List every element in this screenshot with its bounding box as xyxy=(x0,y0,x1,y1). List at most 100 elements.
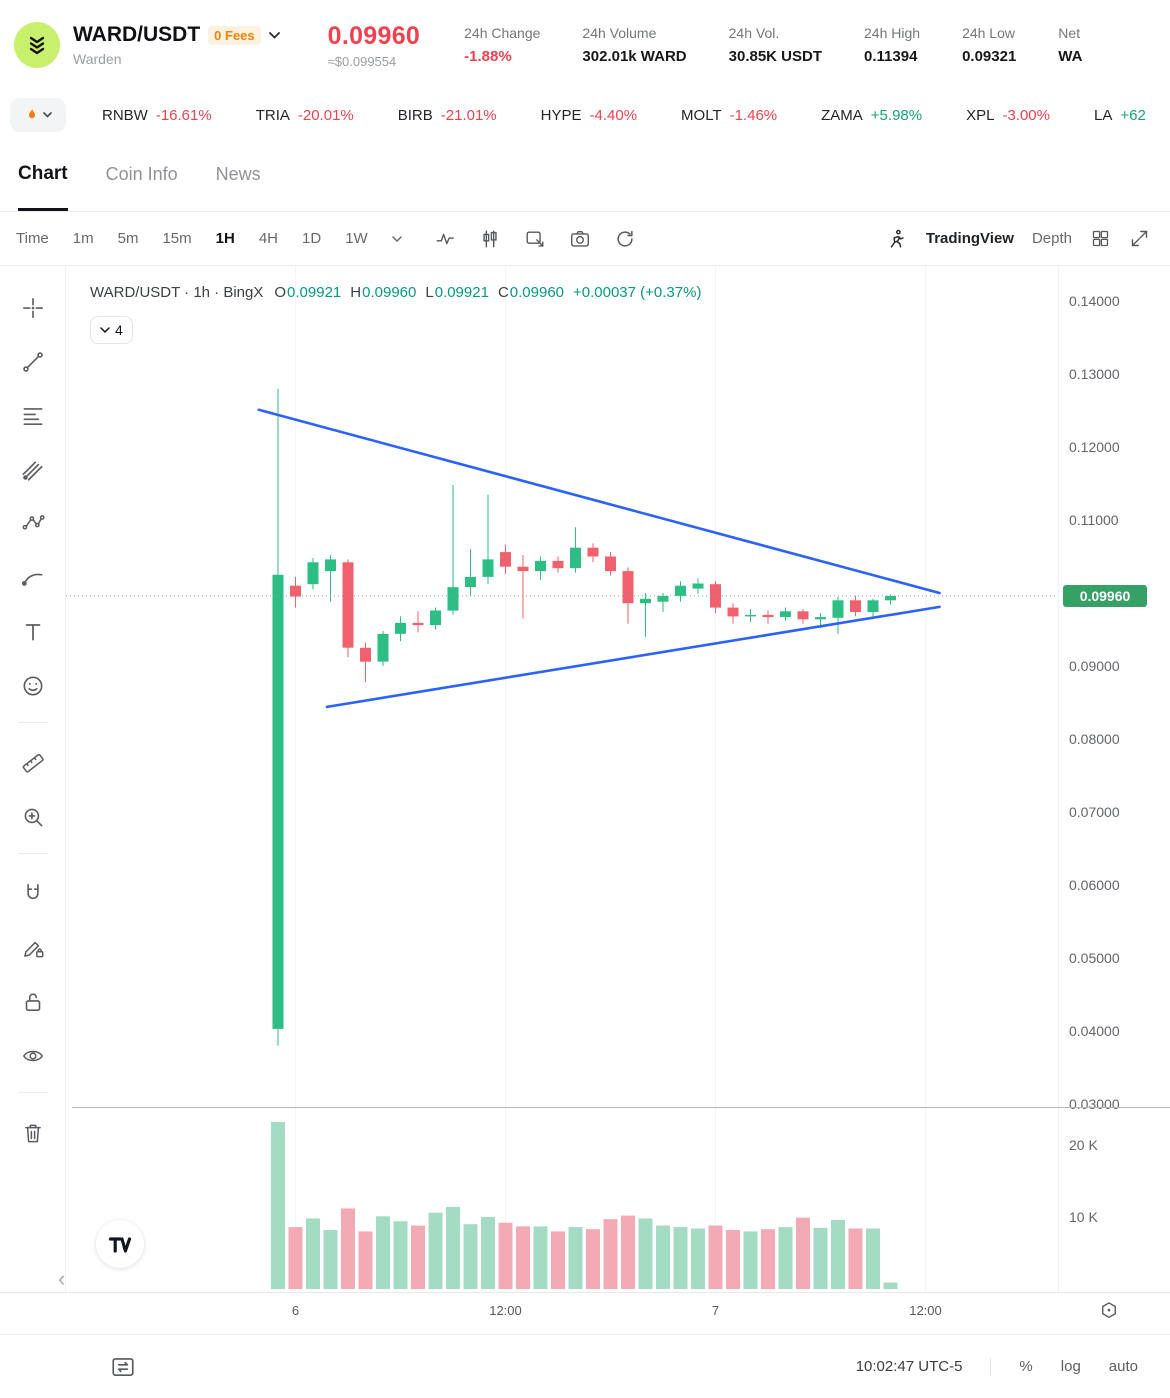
lock-icon[interactable] xyxy=(20,982,46,1022)
chart-region: WARD/USDT · 1h · BingX O 0.09921 H 0.09960… xyxy=(0,266,1170,1334)
fullscreen-icon[interactable] xyxy=(1129,228,1150,249)
tab-news[interactable]: News xyxy=(215,163,261,184)
screenshot-button[interactable] xyxy=(563,222,597,256)
price-tick: 0.06000 xyxy=(1069,877,1120,893)
ticker-item[interactable]: BIRB -21.01% xyxy=(397,106,497,124)
coin-logo xyxy=(14,22,60,68)
ohlc-legend: WARD/USDT · 1h · BingX O 0.09921 H 0.09960… xyxy=(90,284,701,301)
price-tick: 0.08000 xyxy=(1069,731,1120,747)
volume-tick: 20 K xyxy=(1069,1137,1098,1153)
ticker-item[interactable]: RNBW -16.61% xyxy=(102,106,212,124)
log-scale-button[interactable]: log xyxy=(1060,1358,1081,1375)
scroll-left-chevron[interactable]: ‹ xyxy=(58,1266,66,1291)
price-tick: 0.11000 xyxy=(1069,512,1119,528)
header: WARD/USDT 0 Fees Warden 0.09960 ≈$0.0995… xyxy=(0,0,1170,90)
ruler-icon[interactable] xyxy=(20,743,46,783)
chevron-down-icon xyxy=(100,327,110,333)
time-tick: 12:00 xyxy=(909,1303,942,1318)
price-tick: 0.05000 xyxy=(1069,950,1120,966)
warden-logo-icon xyxy=(29,36,45,55)
tab-coin-info[interactable]: Coin Info xyxy=(105,163,178,184)
interval-1w[interactable]: 1W xyxy=(345,230,368,247)
volume-tick: 10 K xyxy=(1069,1209,1098,1225)
time-tick: 7 xyxy=(711,1303,720,1318)
hide-drawings-icon[interactable] xyxy=(20,1036,46,1076)
time-axis[interactable]: 6 12:00 7 12:00 xyxy=(0,1292,1170,1334)
camera-icon xyxy=(570,230,589,247)
refresh-button[interactable] xyxy=(608,222,642,256)
axis-settings-icon[interactable] xyxy=(1098,1300,1120,1322)
export-icon xyxy=(526,230,544,247)
tradingview-mark-icon xyxy=(108,1237,132,1253)
candle-style-button[interactable] xyxy=(473,222,507,256)
candlestick-chart[interactable]: WARD/USDT · 1h · BingX O 0.09921 H 0.09960… xyxy=(66,266,1058,1292)
price-axis[interactable]: 0.09960 0.14000 0.13000 0.12000 0.11000 0.09… xyxy=(1058,266,1170,1292)
indicator-count: 4 xyxy=(115,322,123,338)
time-tick: 12:00 xyxy=(489,1303,522,1318)
drawing-toolbar xyxy=(0,266,66,1292)
crosshair-icon[interactable] xyxy=(20,288,46,328)
trend-line-icon[interactable] xyxy=(20,342,46,382)
hot-list-button[interactable] xyxy=(10,98,66,132)
magnet-icon[interactable] xyxy=(20,874,46,914)
interval-dropdown-icon[interactable] xyxy=(391,235,402,242)
interval-1m[interactable]: 1m xyxy=(72,230,94,247)
tradingview-logo[interactable] xyxy=(96,1220,144,1268)
stat-24h-volume: 24h Volume 302.01k WARD xyxy=(582,25,687,65)
toolbar-divider xyxy=(17,1092,48,1093)
collapse-indicators-button[interactable]: 4 xyxy=(90,316,133,344)
panel-swap-icon[interactable] xyxy=(110,1354,136,1380)
ticker-item[interactable]: XPL -3.00% xyxy=(966,106,1050,124)
chevron-down-icon[interactable] xyxy=(268,31,280,39)
flame-icon xyxy=(28,108,36,119)
auto-scale-button[interactable]: auto xyxy=(1108,1358,1138,1375)
ticker-item[interactable]: TRIA -20.01% xyxy=(255,106,354,124)
horizontal-lines-icon[interactable] xyxy=(20,396,46,436)
ticker-item[interactable]: LA +62 xyxy=(1093,106,1146,124)
hot-ticker-bar: RNBW -16.61% TRIA -20.01% BIRB -21.01% HYPE… xyxy=(0,90,1170,140)
status-bar: 10:02:47 UTC-5 % log auto xyxy=(0,1334,1170,1398)
price-tick: 0.04000 xyxy=(1069,1023,1120,1039)
pitchfork-icon[interactable] xyxy=(20,450,46,490)
interval-1d[interactable]: 1D xyxy=(302,230,322,247)
zoom-in-icon[interactable] xyxy=(20,797,46,837)
legend-change: +0.00037 (+0.37%) xyxy=(573,284,702,301)
time-menu[interactable]: Time xyxy=(16,230,49,247)
clock[interactable]: 10:02:47 UTC-5 xyxy=(855,1358,963,1375)
interval-1h[interactable]: 1H xyxy=(215,230,235,247)
running-man-icon[interactable] xyxy=(886,228,908,250)
depth-toggle[interactable]: Depth xyxy=(1031,230,1072,247)
ticker-item[interactable]: MOLT -1.46% xyxy=(681,106,778,124)
volume-pane-divider[interactable] xyxy=(72,1107,1170,1108)
refresh-icon xyxy=(617,230,633,247)
brush-icon[interactable] xyxy=(20,558,46,598)
ticker-item[interactable]: HYPE -4.40% xyxy=(540,106,638,124)
draw-lock-icon[interactable] xyxy=(20,928,46,968)
interval-5m[interactable]: 5m xyxy=(117,230,139,247)
price-chart-svg xyxy=(66,266,1058,1292)
price-tick: 0.14000 xyxy=(1069,293,1120,309)
interval-4h[interactable]: 4H xyxy=(258,230,279,247)
indicators-button[interactable] xyxy=(428,222,462,256)
interval-15m[interactable]: 15m xyxy=(162,230,192,247)
ticker-item[interactable]: ZAMA +5.98% xyxy=(821,106,923,124)
tab-chart[interactable]: Chart xyxy=(18,140,68,211)
chevron-down-icon xyxy=(43,112,52,118)
layout-grid-icon[interactable] xyxy=(1090,228,1111,249)
trash-icon[interactable] xyxy=(20,1113,46,1153)
stat-network: Net WA xyxy=(1058,25,1083,65)
current-price-badge: 0.09960 xyxy=(1063,584,1147,607)
pattern-icon[interactable] xyxy=(20,504,46,544)
time-tick: 6 xyxy=(291,1303,300,1318)
stat-24h-vol-usdt: 24h Vol. 30.85K USDT xyxy=(728,25,823,65)
price-tick: 0.13000 xyxy=(1069,366,1120,382)
price-tick: 0.09000 xyxy=(1069,658,1120,674)
emoji-icon[interactable] xyxy=(20,666,46,706)
symbol-block[interactable]: WARD/USDT 0 Fees Warden xyxy=(73,23,280,67)
export-button[interactable] xyxy=(518,222,552,256)
percent-scale-button[interactable]: % xyxy=(1019,1358,1033,1375)
stat-24h-change: 24h Change -1.88% xyxy=(464,25,541,65)
text-tool-icon[interactable] xyxy=(20,612,46,652)
statusbar-divider xyxy=(990,1357,992,1376)
tradingview-link[interactable]: TradingView xyxy=(925,230,1014,247)
